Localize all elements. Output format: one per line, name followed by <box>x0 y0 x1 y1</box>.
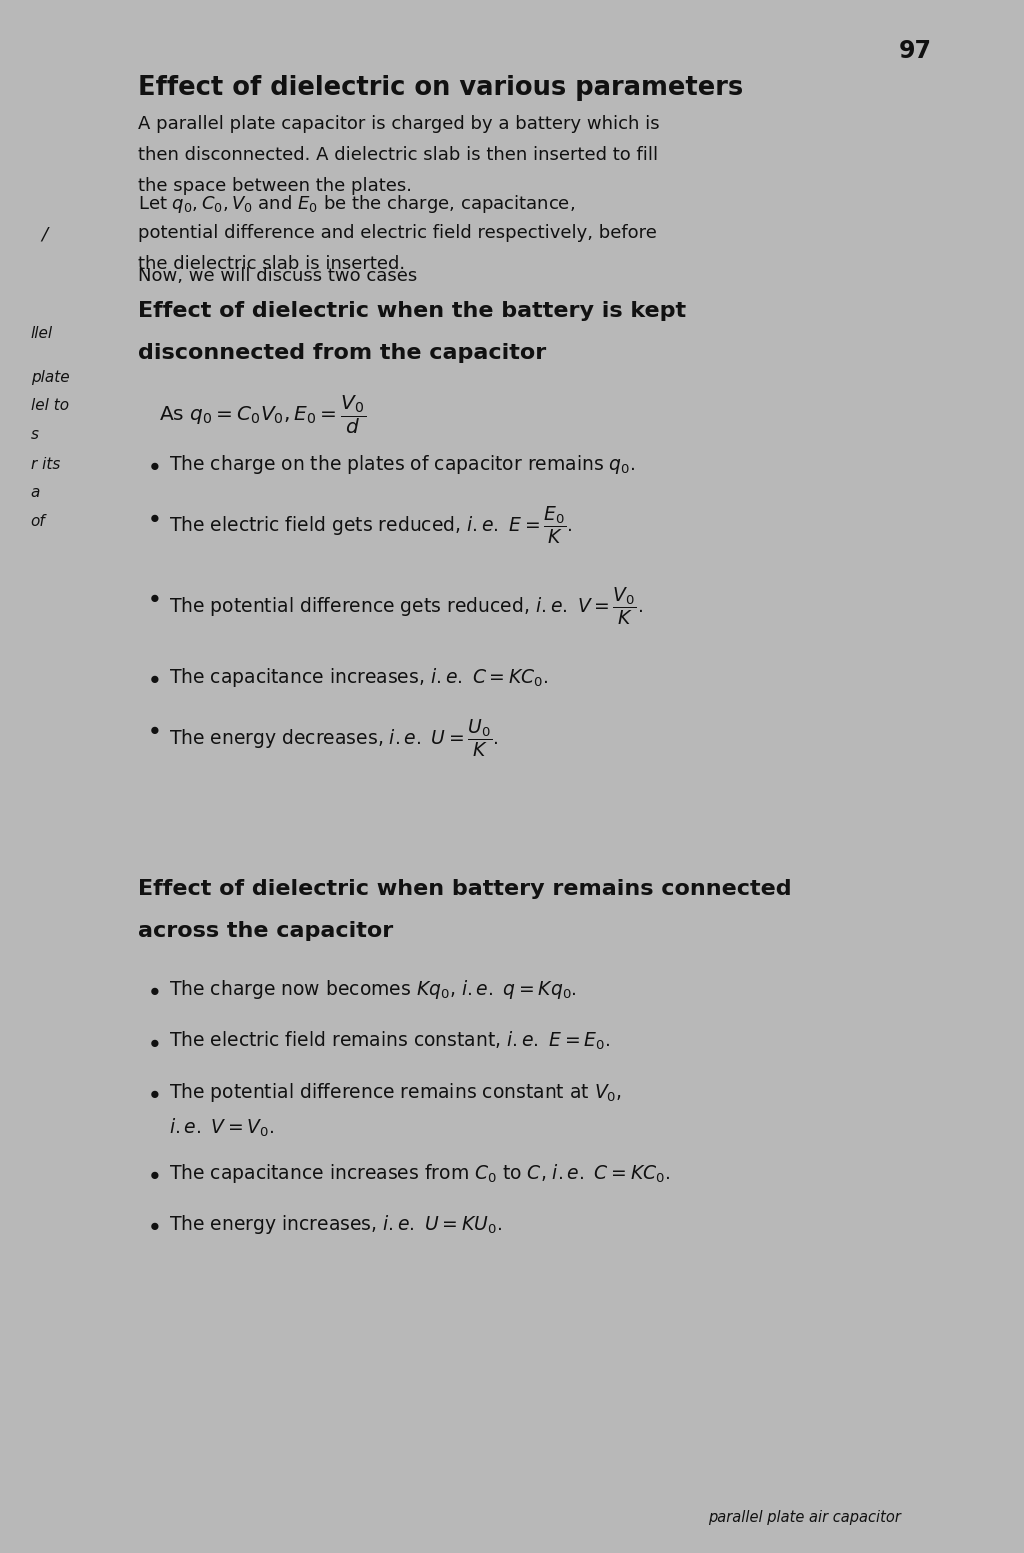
Text: the space between the plates.: the space between the plates. <box>138 177 413 196</box>
Text: /: / <box>41 225 47 244</box>
Text: parallel plate air capacitor: parallel plate air capacitor <box>709 1510 901 1525</box>
Text: plate: plate <box>31 370 70 385</box>
Text: the dielectric slab is inserted.: the dielectric slab is inserted. <box>138 255 406 273</box>
Text: The capacitance increases, $i.e.$ $C = KC_0$.: The capacitance increases, $i.e.$ $C = K… <box>169 666 549 690</box>
Text: $\bullet$: $\bullet$ <box>146 978 160 1002</box>
Text: of: of <box>31 514 45 530</box>
Text: 97: 97 <box>899 39 932 62</box>
Text: a: a <box>31 485 40 500</box>
Text: $\bullet$: $\bullet$ <box>146 1162 160 1185</box>
Text: potential difference and electric field respectively, before: potential difference and electric field … <box>138 224 657 242</box>
Text: The electric field remains constant, $i.e.$ $E = E_0$.: The electric field remains constant, $i.… <box>169 1030 610 1051</box>
Text: Now, we will discuss two cases: Now, we will discuss two cases <box>138 267 418 286</box>
Text: The capacitance increases from $C_0$ to $C$, $i.e.$ $C = KC_0$.: The capacitance increases from $C_0$ to … <box>169 1162 670 1185</box>
Text: $i.e.$ $V = V_0$.: $i.e.$ $V = V_0$. <box>169 1117 274 1138</box>
Text: Let $q_0, C_0, V_0$ and $E_0$ be the charge, capacitance,: Let $q_0, C_0, V_0$ and $E_0$ be the cha… <box>138 193 575 214</box>
Text: across the capacitor: across the capacitor <box>138 921 393 941</box>
Text: $\bullet$: $\bullet$ <box>146 717 160 741</box>
Text: r its: r its <box>31 457 60 472</box>
Text: then disconnected. A dielectric slab is then inserted to fill: then disconnected. A dielectric slab is … <box>138 146 658 165</box>
Text: Effect of dielectric when the battery is kept: Effect of dielectric when the battery is… <box>138 301 686 321</box>
Text: The energy decreases, $i.e.$ $U = \dfrac{U_0}{K}$.: The energy decreases, $i.e.$ $U = \dfrac… <box>169 717 499 759</box>
Text: $\bullet$: $\bullet$ <box>146 585 160 609</box>
Text: As $q_0 = C_0V_0, E_0 = \dfrac{V_0}{d}$: As $q_0 = C_0V_0, E_0 = \dfrac{V_0}{d}$ <box>159 393 366 435</box>
Text: $\bullet$: $\bullet$ <box>146 453 160 477</box>
Text: $\bullet$: $\bullet$ <box>146 666 160 690</box>
Text: The energy increases, $i.e.$ $U = KU_0$.: The energy increases, $i.e.$ $U = KU_0$. <box>169 1213 502 1236</box>
Text: A parallel plate capacitor is charged by a battery which is: A parallel plate capacitor is charged by… <box>138 115 659 134</box>
Text: disconnected from the capacitor: disconnected from the capacitor <box>138 343 547 363</box>
Text: Effect of dielectric on various parameters: Effect of dielectric on various paramete… <box>138 75 743 101</box>
Text: $\bullet$: $\bullet$ <box>146 1030 160 1053</box>
Text: $\bullet$: $\bullet$ <box>146 1213 160 1236</box>
Text: $\bullet$: $\bullet$ <box>146 505 160 528</box>
Text: llel: llel <box>31 326 53 342</box>
Text: lel to: lel to <box>31 398 69 413</box>
Text: The electric field gets reduced, $i.e.$ $E = \dfrac{E_0}{K}$.: The electric field gets reduced, $i.e.$ … <box>169 505 572 547</box>
Text: The potential difference gets reduced, $i.e.$ $V = \dfrac{V_0}{K}$.: The potential difference gets reduced, $… <box>169 585 643 627</box>
Text: The charge now becomes $Kq_0$, $i.e.$ $q = Kq_0$.: The charge now becomes $Kq_0$, $i.e.$ $q… <box>169 978 577 1002</box>
Text: The charge on the plates of capacitor remains $q_0$.: The charge on the plates of capacitor re… <box>169 453 636 477</box>
Text: Effect of dielectric when battery remains connected: Effect of dielectric when battery remain… <box>138 879 792 899</box>
Text: The potential difference remains constant at $V_0$,: The potential difference remains constan… <box>169 1081 622 1104</box>
Text: s: s <box>31 427 39 443</box>
Text: $\bullet$: $\bullet$ <box>146 1081 160 1104</box>
